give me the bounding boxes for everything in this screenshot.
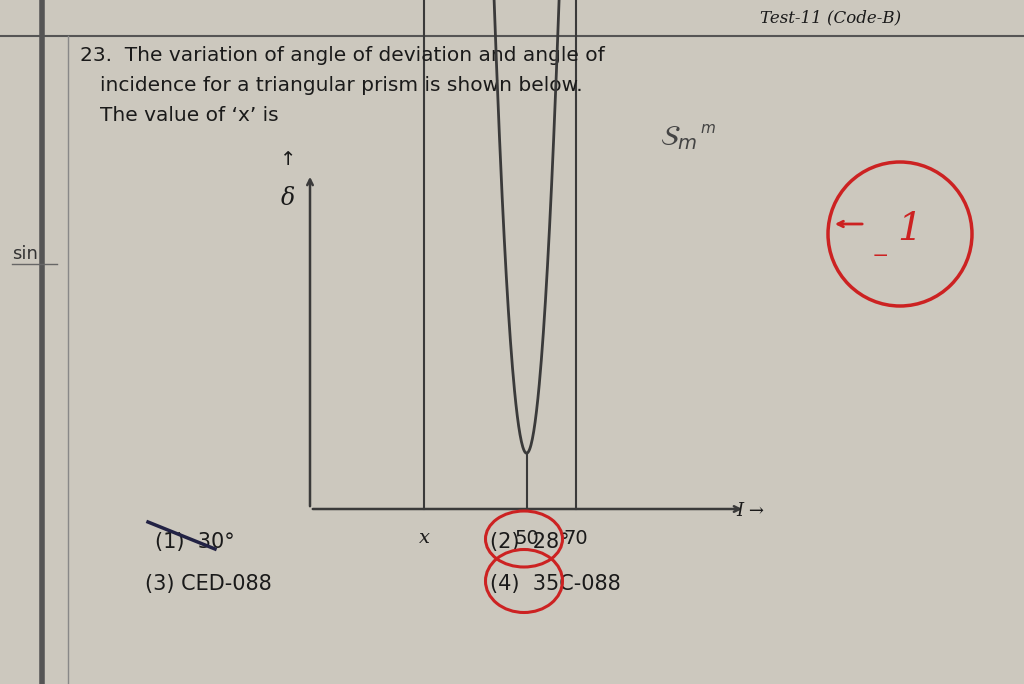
Text: 1: 1	[898, 211, 923, 248]
Text: –: –	[872, 239, 888, 269]
Text: The value of ‘x’ is: The value of ‘x’ is	[100, 106, 279, 125]
Text: (2)  28°: (2) 28°	[490, 532, 569, 552]
Text: $\mathcal{S}_m$: $\mathcal{S}_m$	[660, 124, 697, 152]
Text: 70: 70	[563, 529, 589, 548]
Text: (4)  35C-088: (4) 35C-088	[490, 574, 621, 594]
Text: sin: sin	[12, 245, 38, 263]
Text: 23.  The variation of angle of deviation and angle of: 23. The variation of angle of deviation …	[80, 46, 605, 65]
Text: x: x	[419, 529, 429, 547]
Text: δ: δ	[281, 187, 295, 210]
Text: (3) CED-088: (3) CED-088	[145, 574, 271, 594]
Text: m: m	[700, 121, 715, 136]
Text: (1)  30°: (1) 30°	[155, 532, 234, 552]
Text: Test-11 (Code-B): Test-11 (Code-B)	[760, 9, 901, 26]
Text: I →: I →	[736, 502, 764, 520]
Text: incidence for a triangular prism is shown below.: incidence for a triangular prism is show…	[100, 76, 583, 95]
Text: 50: 50	[514, 529, 539, 548]
Text: ↑: ↑	[280, 150, 296, 169]
